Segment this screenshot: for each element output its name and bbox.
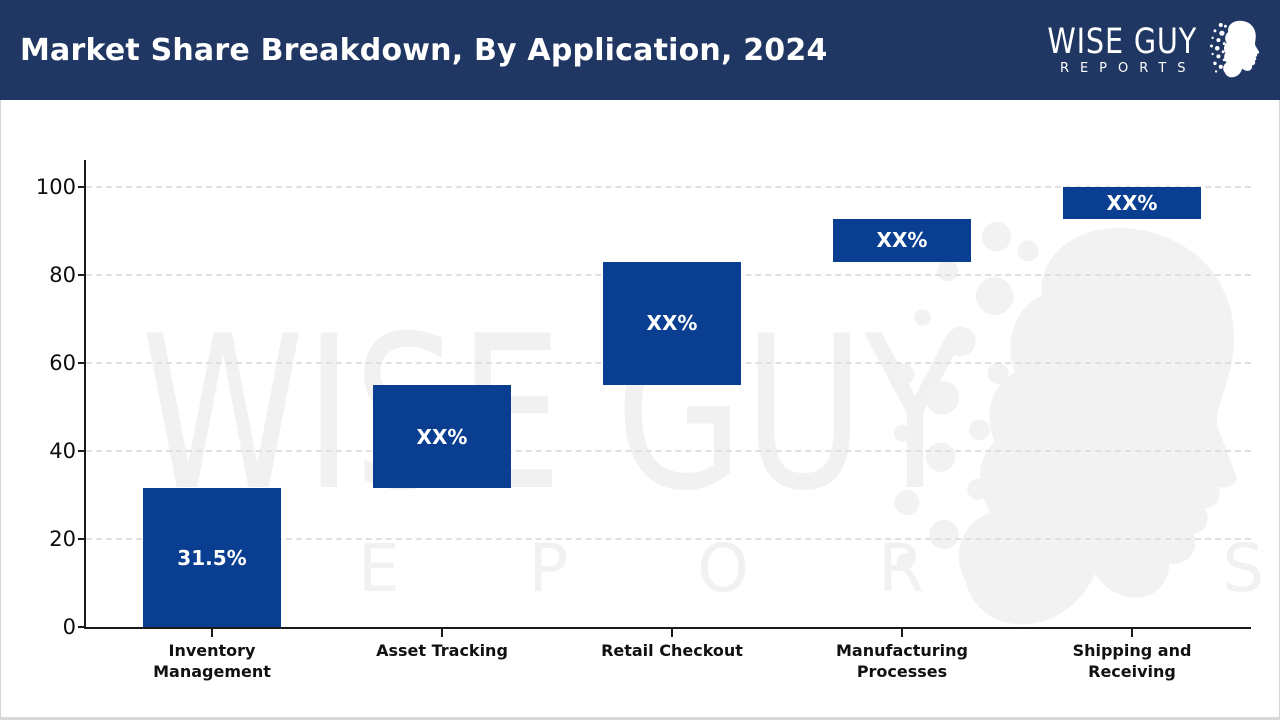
y-tick-label-40: 40 [49, 439, 76, 463]
x-tick-shipping-and-receiving [1131, 629, 1133, 637]
x-axis-line [84, 627, 1251, 629]
gridline-100 [86, 186, 1251, 188]
bar-retail-checkout: XX% [603, 261, 741, 385]
x-category-label-asset-tracking: Asset Tracking [376, 641, 508, 660]
y-tick-40 [78, 450, 86, 452]
bar-value-label-shipping-and-receiving: XX% [1106, 190, 1158, 215]
x-category-label-inventory-management: Inventory Management [153, 641, 271, 681]
header-bar: Market Share Breakdown, By Application, … [0, 0, 1280, 100]
bar-value-label-asset-tracking: XX% [416, 424, 468, 449]
y-tick-label-100: 100 [35, 175, 76, 199]
y-tick-label-20: 20 [49, 527, 76, 551]
gridline-20 [86, 538, 1251, 540]
bar-manufacturing-processes: XX% [833, 218, 971, 262]
bar-value-label-retail-checkout: XX% [646, 311, 698, 336]
gridline-40 [86, 450, 1251, 452]
dotted-head-logo-icon [1210, 20, 1260, 78]
waterfall-plot: 0 20 40 60 80 100 31.5% Inventory Management XX% A… [1, 100, 1280, 717]
brand-wordmark: WISE GUY [1047, 21, 1198, 62]
y-axis-line [84, 160, 86, 629]
bar-value-label-inventory-management: 31.5% [177, 545, 247, 570]
y-tick-20 [78, 538, 86, 540]
bar-inventory-management: 31.5% [143, 488, 281, 627]
y-tick-80 [78, 274, 86, 276]
y-tick-0 [78, 626, 86, 628]
x-tick-inventory-management [211, 629, 213, 637]
page-title: Market Share Breakdown, By Application, … [20, 32, 828, 68]
y-tick-label-60: 60 [49, 351, 76, 375]
brand-logo: WISE GUY REPORTS [1031, 7, 1266, 93]
brand-subtitle: REPORTS [1059, 60, 1197, 76]
bar-shipping-and-receiving: XX% [1063, 187, 1201, 219]
x-tick-retail-checkout [671, 629, 673, 637]
x-category-label-retail-checkout: Retail Checkout [601, 641, 743, 660]
y-tick-label-0: 0 [62, 615, 76, 639]
x-category-label-manufacturing-processes: Manufacturing Processes [836, 641, 968, 681]
bar-value-label-manufacturing-processes: XX% [876, 228, 928, 253]
y-tick-label-80: 80 [49, 263, 76, 287]
y-tick-100 [78, 186, 86, 188]
x-category-label-shipping-and-receiving: Shipping and Receiving [1072, 641, 1192, 681]
bar-asset-tracking: XX% [373, 385, 511, 489]
brand-logo-text: WISE GUY REPORTS [1031, 21, 1214, 76]
chart-canvas: WISE GUY R E P O R T S 0 20 40 60 80 100 31.5%… [0, 100, 1280, 720]
x-tick-manufacturing-processes [901, 629, 903, 637]
x-tick-asset-tracking [441, 629, 443, 637]
y-tick-60 [78, 362, 86, 364]
